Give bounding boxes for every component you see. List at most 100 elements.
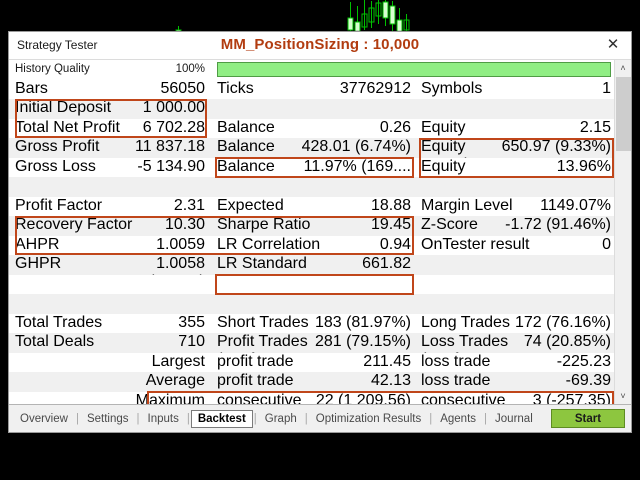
- table-row[interactable]: [9, 118, 614, 138]
- window-titlebar: Strategy Tester MM_PositionSizing : 10,0…: [9, 32, 631, 60]
- row-col3-value: 650.97 (9.33%): [501, 138, 611, 155]
- row-col2-label: profit trade: [217, 352, 294, 370]
- tab-graph[interactable]: Graph: [264, 413, 297, 425]
- candle-body: [361, 13, 368, 28]
- row-col1-value: 1.0058 (0.58%): [149, 255, 205, 275]
- row-col2-value: [289, 99, 411, 119]
- tab-journal[interactable]: Journal: [495, 413, 533, 425]
- close-icon[interactable]: ✕: [606, 36, 620, 53]
- row-col2-value: [289, 275, 411, 295]
- table-row[interactable]: [9, 352, 614, 372]
- candle-body: [375, 2, 382, 17]
- tab-backtest[interactable]: Backtest: [190, 410, 253, 428]
- row-col3-label: Long Trades (won %): [421, 313, 510, 334]
- tab-divider: |: [304, 413, 308, 425]
- start-button[interactable]: Start: [551, 409, 625, 428]
- row-col3-value: [497, 275, 611, 295]
- table-row[interactable]: [9, 313, 614, 333]
- row-col2-label: Balance Drawdown ...: [217, 118, 310, 139]
- tab-settings[interactable]: Settings: [86, 413, 129, 425]
- row-col2-label: Balance Drawdown ...: [217, 138, 310, 158]
- row-col3-value: 172 (76.16%): [514, 313, 611, 331]
- row-col2-value: 37762912: [339, 79, 411, 97]
- row-col1-label: Initial Deposit: [15, 99, 112, 116]
- tab-inputs[interactable]: Inputs: [147, 413, 179, 425]
- row-col3-value: 74 (20.85%): [523, 333, 611, 350]
- row-col1-value: Maximum: [135, 391, 205, 405]
- table-row[interactable]: [9, 235, 614, 255]
- row-col2-label: profit trade: [217, 372, 294, 389]
- table-row[interactable]: [9, 255, 614, 275]
- candle-body: [389, 5, 396, 25]
- row-col2-value: 22 (1 209.56): [315, 391, 411, 405]
- row-col3-value: 13.96% (389.22): [551, 157, 611, 178]
- row-col1-value: Average: [145, 372, 205, 389]
- row-col1-label: Gross Loss: [15, 157, 96, 175]
- table-row[interactable]: [9, 391, 614, 404]
- tab-divider: |: [484, 413, 488, 425]
- row-col2-value: 18.88: [370, 196, 411, 214]
- scroll-up-icon[interactable]: ˄: [615, 60, 631, 76]
- table-row[interactable]: [9, 99, 614, 119]
- strategy-tester-window: Strategy Tester MM_PositionSizing : 10,0…: [8, 31, 632, 433]
- row-col3-value: -225.23: [556, 352, 611, 370]
- table-row[interactable]: [9, 157, 614, 177]
- table-row[interactable]: [9, 79, 614, 99]
- tab-overview[interactable]: Overview: [20, 413, 68, 425]
- tab-agents[interactable]: Agents: [440, 413, 477, 425]
- row-col2-label: Profit Trades (% of to...: [217, 333, 308, 353]
- row-col2-value: 428.01 (6.74%): [301, 138, 411, 155]
- history-quality-value: 100%: [175, 63, 205, 75]
- row-col3-label: loss trade: [421, 372, 491, 389]
- row-col3-label: Equity Drawdown M...: [421, 138, 528, 158]
- row-col2-label: Sharpe Ratio: [217, 216, 311, 233]
- row-col3-value: -69.39: [565, 372, 611, 389]
- row-col2-value: [289, 177, 411, 197]
- row-col3-value: -1.72 (91.46%): [505, 216, 611, 233]
- table-row[interactable]: [9, 274, 614, 294]
- scrollbar-thumb[interactable]: [616, 77, 631, 151]
- history-quality-label: History Quality: [15, 63, 90, 75]
- table-row[interactable]: [9, 333, 614, 353]
- row-col3-value: 0: [602, 235, 611, 253]
- row-col1-label: AHPR: [15, 235, 60, 253]
- row-col2-label: Ticks: [217, 79, 254, 97]
- row-col2-label: LR Correlation: [217, 235, 321, 253]
- table-row[interactable]: [9, 216, 614, 236]
- table-row[interactable]: [9, 294, 614, 314]
- row-col2-value: 281 (79.15%): [314, 333, 411, 350]
- row-col1-value: 2.31: [173, 196, 205, 214]
- table-row[interactable]: [9, 177, 614, 197]
- row-col1-label: Recovery Factor: [15, 216, 133, 233]
- backtest-results-table: History Quality 100% Bars 56050 Ticks 37762…: [9, 60, 631, 404]
- row-col3-label: Margin Level: [421, 196, 513, 214]
- row-col3-label: Z-Score: [421, 216, 478, 233]
- table-row[interactable]: [9, 372, 614, 392]
- row-col3-value: 1149.07%: [540, 196, 611, 214]
- table-row-history-quality[interactable]: History Quality 100%: [9, 60, 631, 80]
- row-col1-value: 355: [178, 313, 205, 331]
- row-col2-value: 42.13: [370, 372, 411, 389]
- row-col3-value: [497, 99, 611, 119]
- window-app-label: Strategy Tester: [17, 38, 98, 52]
- candle-wick: [406, 14, 407, 33]
- candle-body: [382, 1, 389, 19]
- tab-optimization-results[interactable]: Optimization Results: [315, 413, 422, 425]
- row-col1-value: [109, 177, 205, 197]
- table-row[interactable]: [9, 196, 614, 216]
- table-row[interactable]: [9, 138, 614, 158]
- scroll-down-icon[interactable]: ˅: [615, 388, 631, 404]
- row-col1-value: Largest: [151, 352, 205, 370]
- row-col1-label: Bars: [15, 79, 48, 97]
- row-col3-value: 2.15: [579, 118, 611, 136]
- row-col3-label: Equity Drawdown Ab...: [421, 118, 497, 139]
- tab-divider: |: [429, 413, 433, 425]
- row-col2-value: 211.45: [363, 352, 411, 370]
- candle-wick: [364, 0, 365, 30]
- vertical-scrollbar[interactable]: ˄ ˅: [614, 60, 631, 404]
- row-col1-value: 10.30: [164, 216, 205, 233]
- history-quality-progressbar: [217, 62, 611, 77]
- row-col3-label: loss trade: [421, 352, 491, 370]
